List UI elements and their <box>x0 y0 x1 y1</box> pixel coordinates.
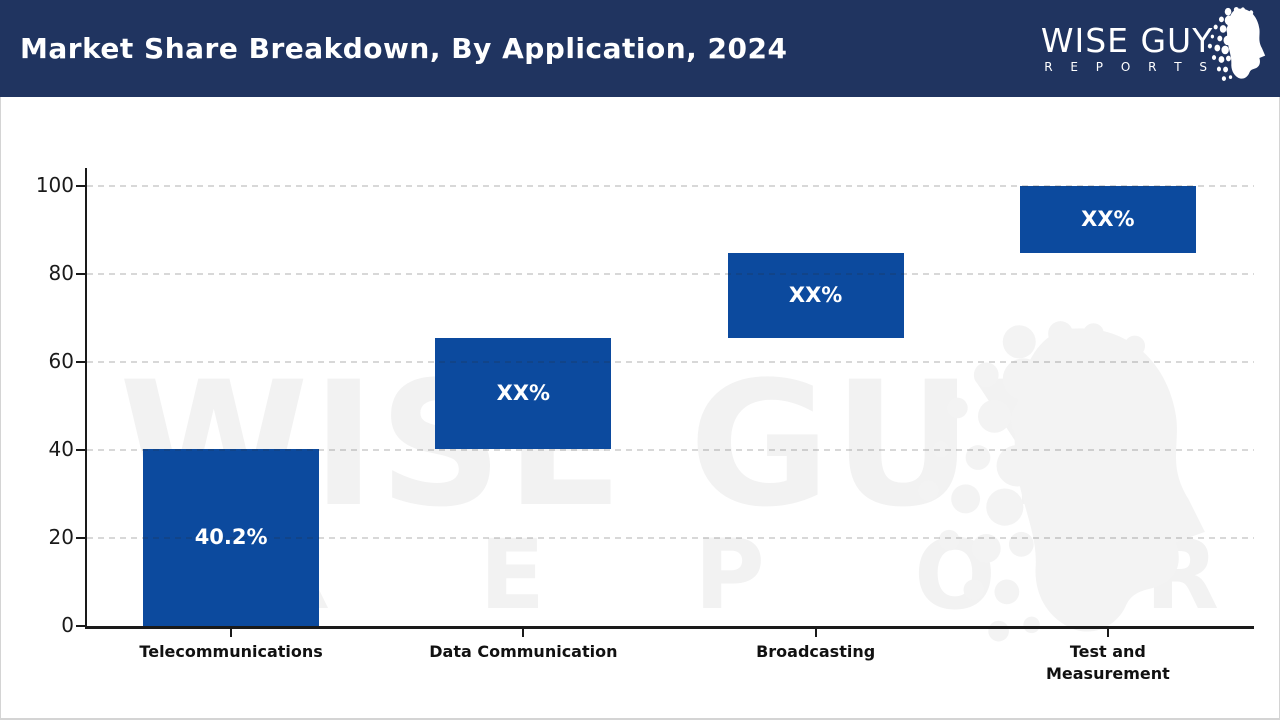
x-category-label-0: Telecommunications <box>139 642 323 661</box>
y-gridline-80 <box>87 273 1254 275</box>
x-category-label-3: Test and Measurement <box>1045 642 1170 683</box>
y-tick-label-40: 40 <box>48 437 74 461</box>
y-tick-label-0: 0 <box>61 613 74 637</box>
page-title: Market Share Breakdown, By Application, … <box>20 32 788 65</box>
logo-wordmark: WISE GUY <box>1040 20 1214 60</box>
logo-text: WISE GUY R E P O R T S <box>1040 24 1214 74</box>
x-tick-0 <box>230 629 233 637</box>
y-gridline-40 <box>87 449 1254 451</box>
x-tick-2 <box>814 629 817 637</box>
x-tick-1 <box>522 629 525 637</box>
y-tick-20 <box>76 537 85 539</box>
report-header: Market Share Breakdown, By Application, … <box>0 0 1280 97</box>
y-gridline-100 <box>87 185 1254 187</box>
x-axis-line <box>85 626 1254 629</box>
bar-label-1: XX% <box>496 380 551 405</box>
y-tick-0 <box>76 625 85 627</box>
plot-area: 40.2% XX% XX% XX% 0 20 40 60 80 100 Telecommunicat… <box>1 97 1279 718</box>
bar-0 <box>143 449 320 626</box>
bar-2 <box>727 252 904 338</box>
wise-guy-logo: WISE GUY R E P O R T S <box>1040 6 1266 92</box>
x-category-label-1: Data Communication <box>429 642 618 661</box>
bar-3 <box>1019 186 1196 253</box>
y-tick-label-20: 20 <box>48 525 74 549</box>
chart-canvas: WISE GUY R E P O R T S 40.2%XX%XX%XX%020… <box>0 97 1280 720</box>
y-tick-80 <box>76 273 85 275</box>
x-category-label-2: Broadcasting <box>756 642 876 661</box>
y-tick-60 <box>76 361 85 363</box>
bar-label-0: 40.2% <box>194 525 268 550</box>
y-gridline-60 <box>87 361 1254 363</box>
y-tick-label-80: 80 <box>48 261 74 285</box>
y-tick-label-100: 100 <box>35 173 74 197</box>
bar-label-3: XX% <box>1081 207 1135 231</box>
bar-1 <box>435 337 612 450</box>
logo-subtitle: R E P O R T S <box>1044 59 1214 74</box>
bar-label-2: XX% <box>788 282 843 307</box>
logo-head-icon <box>1207 6 1266 81</box>
y-tick-label-60: 60 <box>48 349 74 373</box>
y-tick-100 <box>76 185 85 187</box>
y-tick-40 <box>76 449 85 451</box>
y-axis-line <box>85 168 87 629</box>
x-tick-3 <box>1106 629 1109 637</box>
y-gridline-20 <box>87 537 1254 539</box>
